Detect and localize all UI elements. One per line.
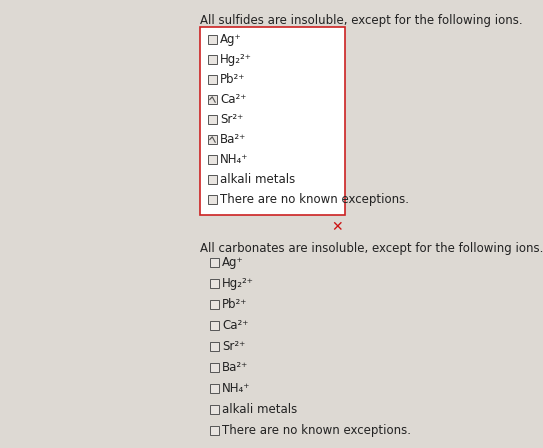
Bar	[208, 55, 217, 64]
Bar	[208, 75, 217, 84]
Text: Ca²⁺: Ca²⁺	[222, 319, 248, 332]
Text: alkali metals: alkali metals	[220, 173, 295, 186]
Bar	[208, 195, 217, 204]
Text: NH₄⁺: NH₄⁺	[220, 153, 248, 166]
Text: Pb²⁺: Pb²⁺	[220, 73, 245, 86]
Bar	[208, 115, 217, 124]
Text: ✕: ✕	[331, 220, 343, 234]
Text: Ag⁺: Ag⁺	[222, 256, 244, 269]
Text: Pb²⁺: Pb²⁺	[222, 298, 248, 311]
Bar	[210, 321, 219, 330]
Bar	[208, 175, 217, 184]
Text: Sr²⁺: Sr²⁺	[220, 113, 243, 126]
Bar	[210, 426, 219, 435]
Text: Ag⁺: Ag⁺	[220, 33, 242, 46]
Text: Hg₂²⁺: Hg₂²⁺	[220, 53, 252, 66]
Text: Sr²⁺: Sr²⁺	[222, 340, 245, 353]
Bar	[208, 155, 217, 164]
Text: All sulfides are insoluble, except for the following ions.: All sulfides are insoluble, except for t…	[200, 14, 522, 27]
Bar	[200, 27, 345, 215]
Text: All carbonates are insoluble, except for the following ions.: All carbonates are insoluble, except for…	[200, 242, 543, 255]
Bar	[208, 35, 217, 44]
Text: Ba²⁺: Ba²⁺	[222, 361, 248, 374]
Bar	[208, 95, 217, 104]
Text: Hg₂²⁺: Hg₂²⁺	[222, 277, 254, 290]
Text: There are no known exceptions.: There are no known exceptions.	[222, 424, 411, 437]
Bar	[210, 342, 219, 351]
Bar	[210, 405, 219, 414]
Text: alkali metals: alkali metals	[222, 403, 297, 416]
Bar	[210, 300, 219, 309]
Text: There are no known exceptions.: There are no known exceptions.	[220, 193, 409, 206]
Bar	[208, 135, 217, 144]
Bar	[210, 279, 219, 288]
Text: Ba²⁺: Ba²⁺	[220, 133, 246, 146]
Bar	[210, 384, 219, 393]
Text: NH₄⁺: NH₄⁺	[222, 382, 250, 395]
Bar	[210, 363, 219, 372]
Bar	[210, 258, 219, 267]
Text: Ca²⁺: Ca²⁺	[220, 93, 247, 106]
